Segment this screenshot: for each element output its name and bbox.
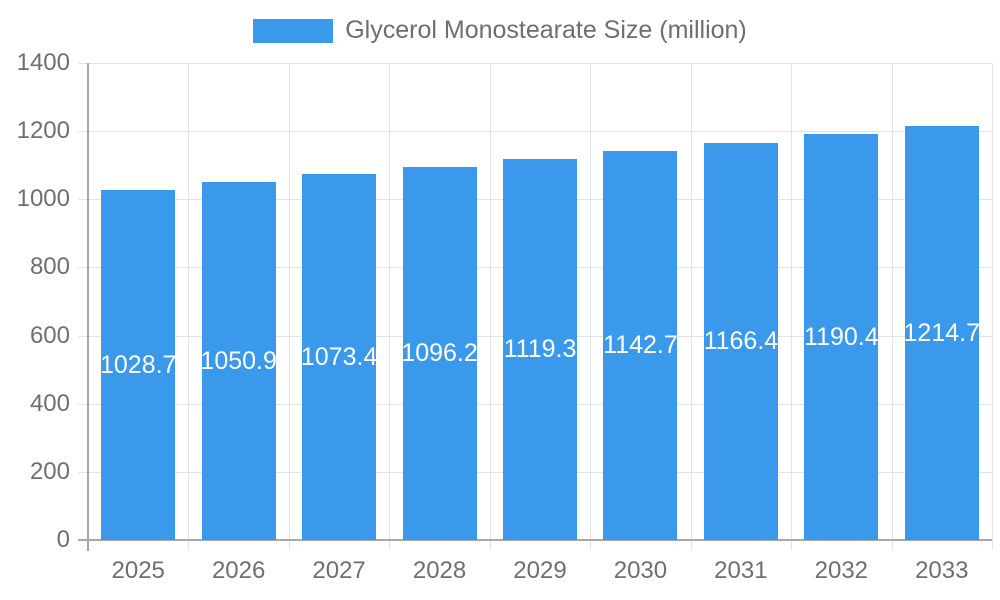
legend-swatch-icon [253, 18, 334, 43]
bar-value-label: 1214.7 [903, 319, 980, 348]
bar [302, 174, 377, 540]
bar [703, 142, 778, 540]
y-tick-label: 400 [29, 390, 70, 417]
h-gridline [78, 131, 992, 132]
bar-value-label: 1166.4 [703, 327, 779, 356]
y-tick-label: 0 [56, 526, 70, 553]
h-gridline [78, 63, 992, 64]
x-tick-label: 2030 [613, 557, 668, 584]
x-tick-label: 2029 [513, 557, 567, 584]
x-tick-label: 2027 [312, 557, 366, 584]
bar-value-label: 1142.7 [603, 331, 678, 360]
v-gridline [992, 63, 993, 550]
bar [503, 158, 577, 540]
v-gridline [389, 63, 390, 550]
y-tick-label: 1000 [16, 185, 70, 212]
x-tick-label: 2026 [211, 557, 266, 584]
x-axis-line [78, 539, 992, 541]
v-gridline [289, 63, 290, 550]
bar-value-label: 1119.3 [503, 335, 577, 364]
bar-value-label: 1073.4 [300, 343, 378, 372]
y-tick-label: 200 [29, 458, 70, 485]
bar-value-label: 1028.7 [99, 350, 177, 379]
y-tick-label: 1400 [16, 49, 70, 76]
v-gridline [590, 63, 591, 550]
v-gridline [892, 63, 893, 550]
bar [804, 134, 879, 540]
x-tick-label: 2031 [714, 557, 768, 584]
y-tick-label: 600 [29, 322, 70, 349]
bar-value-label: 1050.9 [200, 346, 277, 375]
v-gridline [490, 63, 491, 550]
y-tick-label: 800 [29, 253, 70, 280]
bar [101, 189, 176, 540]
x-tick-label: 2028 [412, 557, 467, 584]
bar [904, 126, 979, 540]
legend-item[interactable]: Glycerol Monostearate Size (million) [253, 16, 747, 45]
bar [201, 181, 276, 540]
v-gridline [791, 63, 792, 550]
legend-label: Glycerol Monostearate Size (million) [345, 16, 747, 44]
x-tick-label: 2032 [814, 557, 869, 584]
v-gridline [691, 63, 692, 550]
x-tick-label: 2025 [111, 557, 165, 584]
bar [603, 150, 678, 540]
v-gridline [188, 63, 189, 550]
bar-value-label: 1096.2 [401, 339, 478, 368]
bar [402, 166, 477, 540]
legend: Glycerol Monostearate Size (million) [0, 16, 1000, 45]
bar-value-label: 1190.4 [804, 323, 879, 352]
x-tick-label: 2033 [915, 557, 969, 584]
y-axis-line [87, 63, 89, 551]
y-tick-label: 1200 [16, 117, 70, 144]
